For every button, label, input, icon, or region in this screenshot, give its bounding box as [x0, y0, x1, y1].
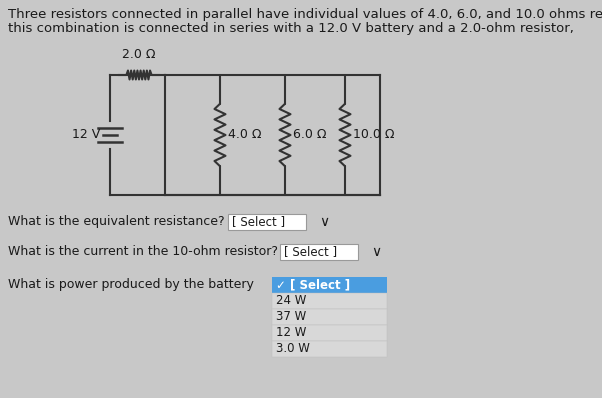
Bar [272, 293, 387, 309]
Bar [272, 309, 387, 325]
Text: What is the current in the 10-ohm resistor?: What is the current in the 10-ohm resist… [8, 245, 278, 258]
Text: 6.0 Ω: 6.0 Ω [293, 129, 326, 142]
Text: [ Select ]: [ Select ] [232, 215, 285, 228]
Bar [272, 325, 387, 341]
Text: 4.0 Ω: 4.0 Ω [228, 129, 261, 142]
Text: What is power produced by the battery: What is power produced by the battery [8, 278, 254, 291]
Text: What is the equivalent resistance?: What is the equivalent resistance? [8, 215, 225, 228]
Text: ∨: ∨ [319, 215, 329, 229]
Text: 2.0 Ω: 2.0 Ω [122, 48, 156, 61]
Text: 12 W: 12 W [276, 326, 306, 339]
Text: 10.0 Ω: 10.0 Ω [353, 129, 394, 142]
Text: 3.0 W: 3.0 W [276, 343, 310, 355]
Text: 37 W: 37 W [276, 310, 306, 324]
Text: ∨: ∨ [371, 245, 381, 259]
Bar [228, 214, 306, 230]
Text: 12 V: 12 V [72, 129, 100, 142]
Text: 24 W: 24 W [276, 295, 306, 308]
Text: ✓ [ Select ]: ✓ [ Select ] [276, 279, 350, 291]
Text: Three resistors connected in parallel have individual values of 4.0, 6.0, and 10: Three resistors connected in parallel ha… [8, 8, 602, 21]
Bar [280, 244, 358, 260]
Text: [ Select ]: [ Select ] [284, 246, 337, 258]
Bar [272, 341, 387, 357]
Bar [272, 277, 387, 293]
Text: this combination is connected in series with a 12.0 V battery and a 2.0-ohm resi: this combination is connected in series … [8, 22, 574, 35]
